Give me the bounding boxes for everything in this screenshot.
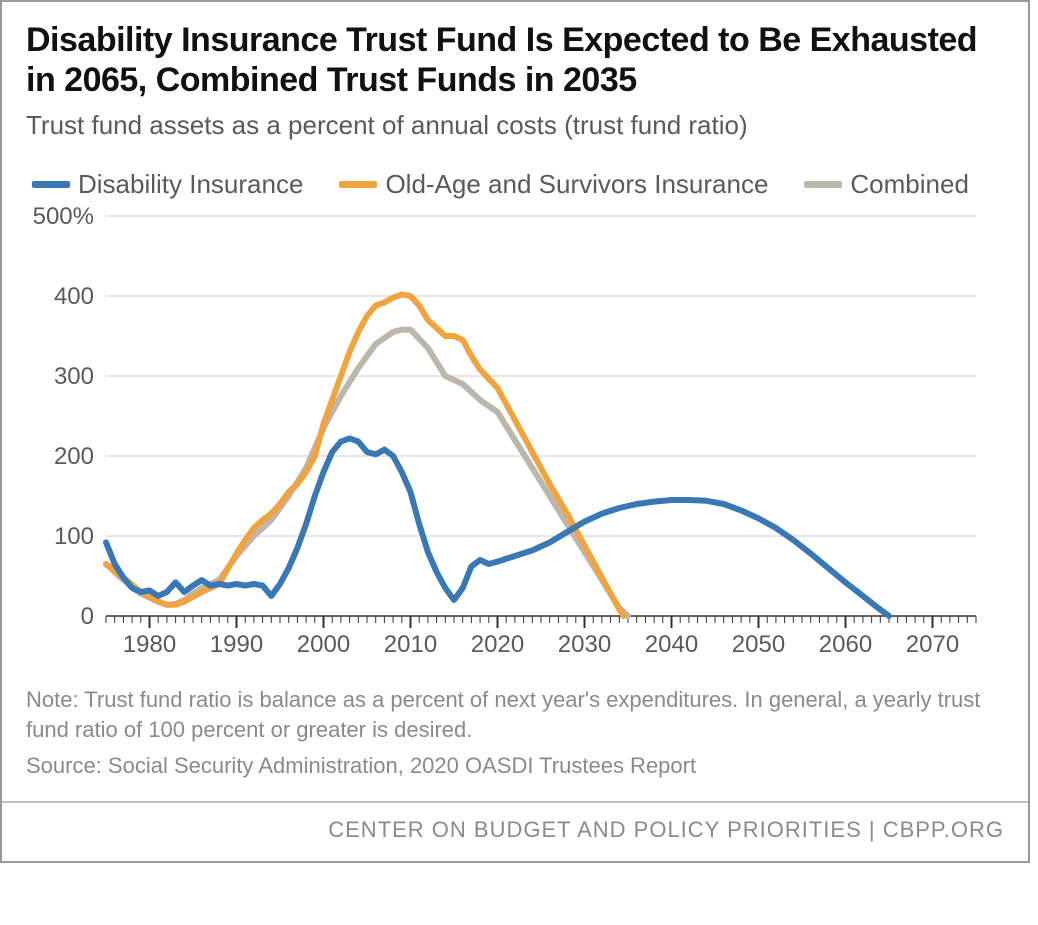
series-line-oasi	[106, 295, 624, 617]
chart-subtitle: Trust fund assets as a percent of annual…	[26, 110, 1004, 141]
chart-legend: Disability Insurance Old-Age and Survivor…	[32, 169, 1004, 200]
legend-label-oasi: Old-Age and Survivors Insurance	[385, 169, 768, 200]
series-line-combined	[106, 330, 628, 616]
chart-card: Disability Insurance Trust Fund Is Expec…	[0, 0, 1030, 863]
chart-body: Disability Insurance Trust Fund Is Expec…	[2, 2, 1028, 801]
legend-item-di: Disability Insurance	[32, 169, 303, 200]
y-tick-label: 0	[81, 603, 94, 630]
y-tick-label: 500%	[33, 206, 94, 230]
y-tick-label: 100	[54, 523, 94, 550]
series-line-di	[106, 439, 889, 617]
chart-footer: CENTER ON BUDGET AND POLICY PRIORITIES |…	[2, 801, 1028, 861]
legend-label-di: Disability Insurance	[78, 169, 303, 200]
legend-swatch-combined	[804, 181, 842, 188]
line-chart-svg: 0 100 200 300 400 500% 1980 1990 2000 2010 2020 203…	[26, 206, 996, 666]
legend-label-combined: Combined	[850, 169, 969, 200]
x-tick-label: 2050	[732, 631, 785, 658]
chart-note: Note: Trust fund ratio is balance as a p…	[26, 685, 1004, 744]
legend-swatch-oasi	[339, 181, 377, 188]
x-tick-label: 2060	[819, 631, 872, 658]
y-tick-label: 400	[54, 283, 94, 310]
chart-source: Source: Social Security Administration, …	[26, 753, 1004, 779]
x-tick-label: 2000	[297, 631, 350, 658]
x-tick-label: 1980	[123, 631, 176, 658]
legend-item-combined: Combined	[804, 169, 969, 200]
x-tick-label: 2030	[558, 631, 611, 658]
x-tick-label: 2070	[906, 631, 959, 658]
x-tick-label: 2010	[384, 631, 437, 658]
y-tick-label: 300	[54, 363, 94, 390]
legend-swatch-di	[32, 181, 70, 188]
x-tick-label: 2020	[471, 631, 524, 658]
y-tick-label: 200	[54, 443, 94, 470]
chart-plot: 0 100 200 300 400 500% 1980 1990 2000 2010 2020 203…	[26, 206, 1004, 671]
legend-item-oasi: Old-Age and Survivors Insurance	[339, 169, 768, 200]
chart-title: Disability Insurance Trust Fund Is Expec…	[26, 20, 1004, 100]
x-tick-label: 2040	[645, 631, 698, 658]
x-tick-label: 1990	[210, 631, 263, 658]
